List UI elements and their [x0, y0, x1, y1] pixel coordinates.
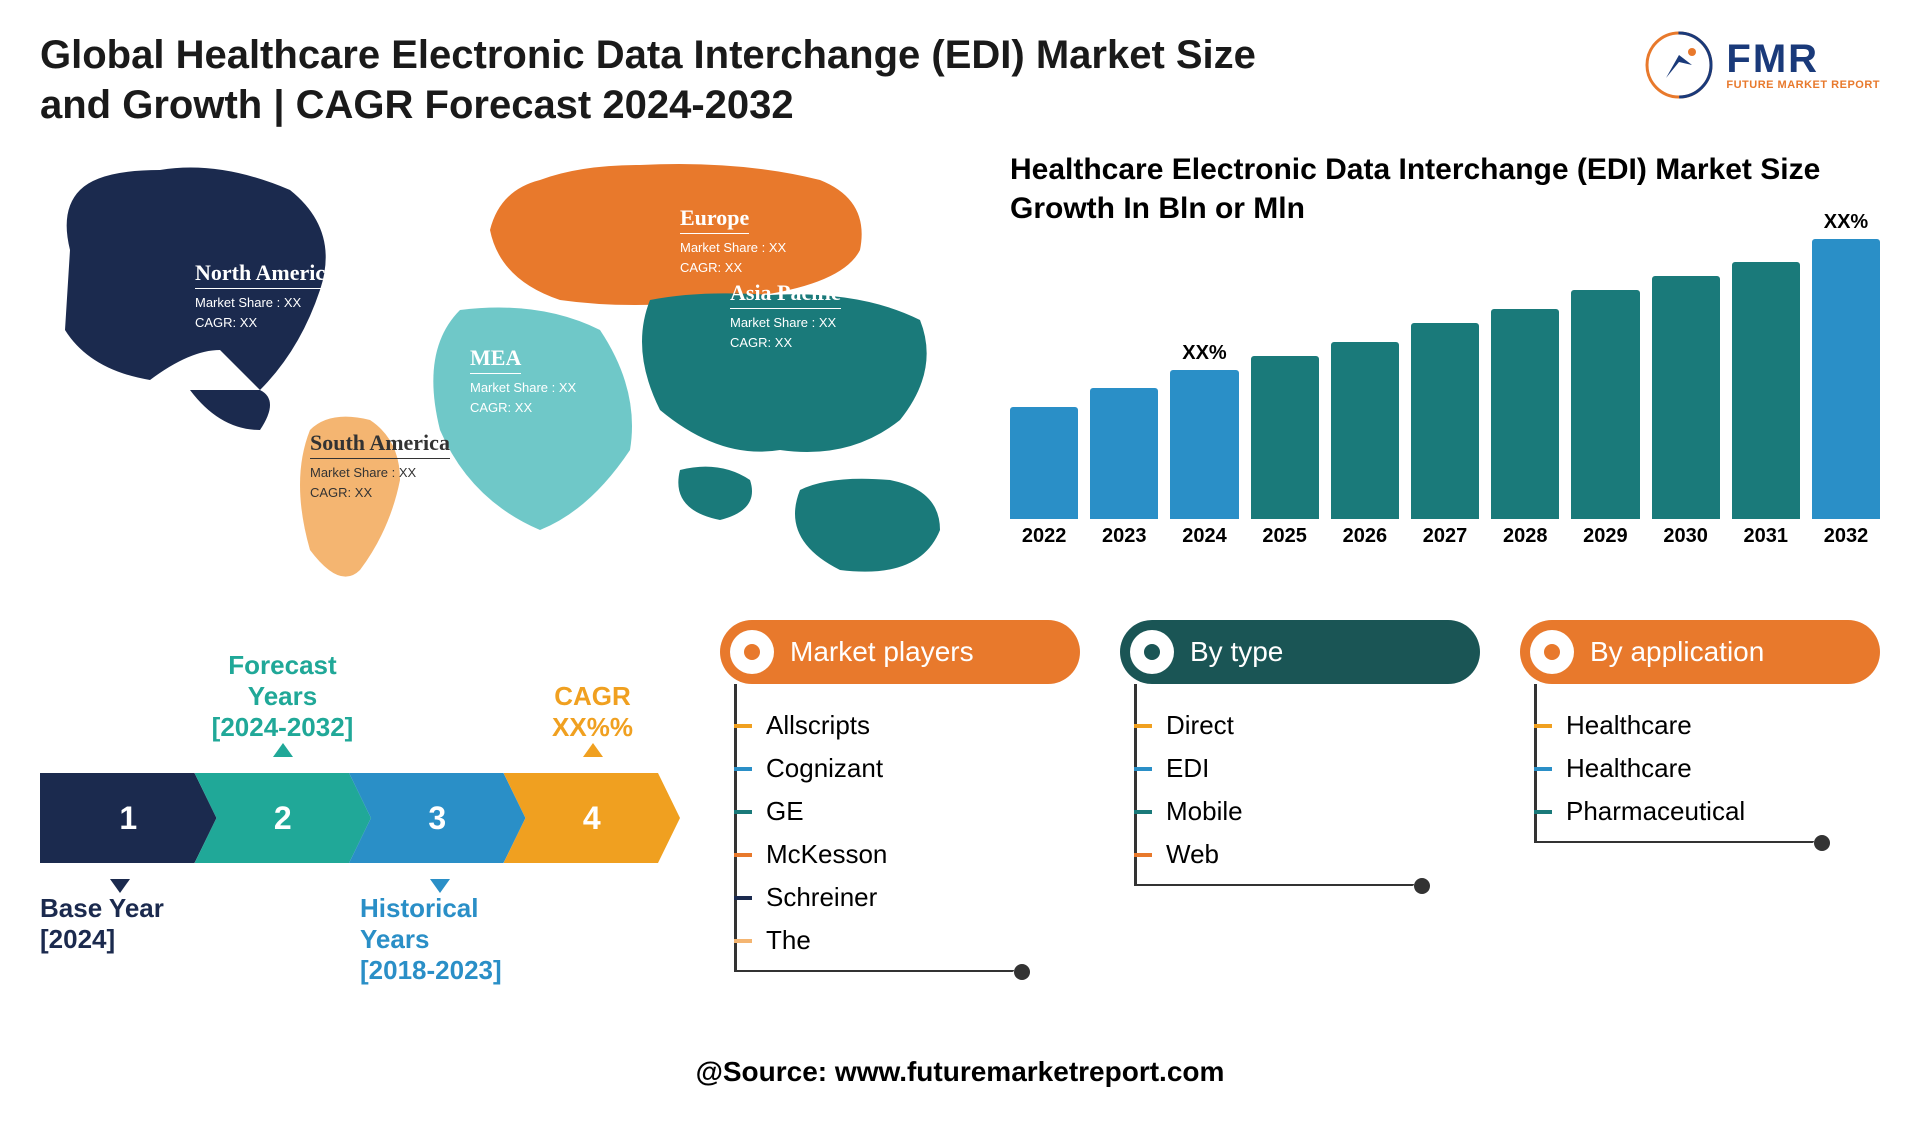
segment-item: Healthcare	[1566, 747, 1880, 790]
bar-2032: XX% 2032	[1812, 239, 1880, 548]
segment-header: By application	[1520, 620, 1880, 684]
segment-list: AllscriptsCognizantGEMcKessonSchreinerTh…	[720, 704, 1080, 962]
segment-item: McKesson	[766, 833, 1080, 876]
segment-item: Cognizant	[766, 747, 1080, 790]
timeline-bottom-label: Historical Years[2018-2023]	[360, 871, 520, 986]
segment-item: Healthcare	[1566, 704, 1880, 747]
timeline-bottom-label: Base Year[2024]	[40, 871, 200, 986]
telescope-circle-icon	[1644, 30, 1714, 100]
bar-chart-title: Healthcare Electronic Data Interchange (…	[1010, 150, 1880, 228]
timeline-segment-3: 3	[349, 773, 526, 863]
segment-list: HealthcareHealthcarePharmaceutical	[1520, 704, 1880, 833]
source-line: @Source: www.futuremarketreport.com	[40, 1056, 1880, 1088]
logo-sub-text: FUTURE MARKET REPORT	[1726, 79, 1880, 91]
timeline-segment-2: 2	[195, 773, 372, 863]
bar-2031: 2031	[1732, 262, 1800, 548]
timeline-top-label: CAGRXX%%	[515, 681, 670, 765]
segment-item: EDI	[1166, 747, 1480, 790]
bar-2023: 2023	[1090, 388, 1158, 548]
fmr-logo: FMR FUTURE MARKET REPORT	[1644, 30, 1880, 100]
bar-2025: 2025	[1251, 356, 1319, 548]
segment-item: Schreiner	[766, 876, 1080, 919]
bar-chart: 2022 2023XX% 2024 2025 2026 2027 2028 20…	[1010, 238, 1880, 558]
region-label-south_america: South America Market Share : XXCAGR: XX	[310, 430, 450, 502]
bar-2022: 2022	[1010, 407, 1078, 548]
segment-list: DirectEDIMobileWeb	[1120, 704, 1480, 876]
timeline: Forecast Years[2024-2032] CAGRXX%% 1234 …	[40, 620, 680, 986]
market-players-section: Market players AllscriptsCognizantGEMcKes…	[720, 620, 1080, 986]
bar-2029: 2029	[1571, 290, 1639, 548]
timeline-top-label: Forecast Years[2024-2032]	[205, 650, 360, 765]
logo-main-text: FMR	[1726, 39, 1880, 79]
segment-item: The	[766, 919, 1080, 962]
segment-item: Allscripts	[766, 704, 1080, 747]
region-label-europe: Europe Market Share : XXCAGR: XX	[680, 205, 786, 277]
segment-header: By type	[1120, 620, 1480, 684]
by-type-section: By type DirectEDIMobileWeb	[1120, 620, 1480, 986]
segment-item: Pharmaceutical	[1566, 790, 1880, 833]
bar-2027: 2027	[1411, 323, 1479, 548]
region-label-north_america: North America Market Share : XXCAGR: XX	[195, 260, 336, 332]
bar-2026: 2026	[1331, 342, 1399, 548]
segment-item: Mobile	[1166, 790, 1480, 833]
bar-2024: XX% 2024	[1170, 370, 1238, 548]
segment-item: Direct	[1166, 704, 1480, 747]
by-application-section: By applicationHealthcareHealthcarePharma…	[1520, 620, 1880, 986]
segment-item: Web	[1166, 833, 1480, 876]
bar-2030: 2030	[1652, 276, 1720, 548]
page-title: Global Healthcare Electronic Data Interc…	[40, 30, 1290, 130]
world-map: North America Market Share : XXCAGR: XX S…	[40, 150, 980, 590]
bar-2028: 2028	[1491, 309, 1559, 548]
region-label-mea: MEA Market Share : XXCAGR: XX	[470, 345, 576, 417]
segment-header: Market players	[720, 620, 1080, 684]
segment-item: GE	[766, 790, 1080, 833]
timeline-segment-4: 4	[504, 773, 681, 863]
region-label-asia_pacific: Asia Pacific Market Share : XXCAGR: XX	[730, 280, 841, 352]
timeline-segment-1: 1	[40, 773, 217, 863]
